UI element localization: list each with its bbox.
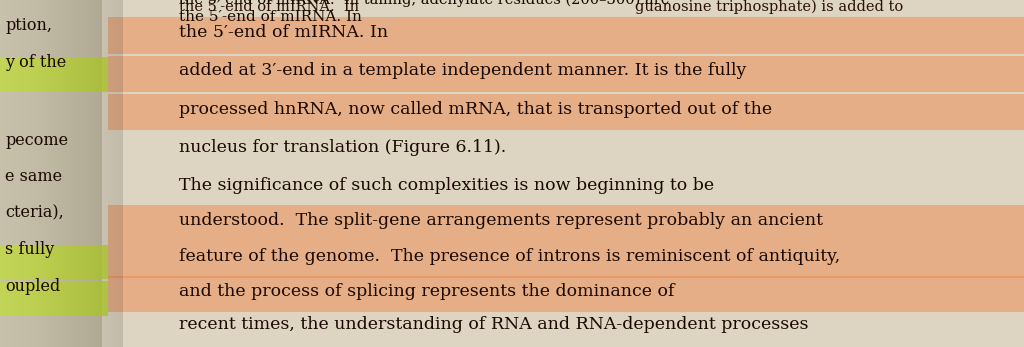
Text: oupled: oupled (5, 278, 60, 295)
Text: the 5′-end of mIRNA. In: the 5′-end of mIRNA. In (179, 10, 367, 24)
Text: cteria),: cteria), (5, 205, 63, 222)
Bar (108, 205, 1024, 241)
Bar (108, 17, 1024, 54)
Text: recent times, the understanding of RNA and RNA-dependent processes: recent times, the understanding of RNA a… (179, 316, 809, 333)
Text: s fully: s fully (5, 241, 54, 258)
Text: the 5′-end of mIRNA.  In tailing, adenylate residues (200–300) are: the 5′-end of mIRNA. In tailing, adenyla… (179, 0, 670, 7)
Text: the 5′-end of mIRNA. In: the 5′-end of mIRNA. In (179, 24, 394, 41)
Text: the 5′-end of mIRNA.  In: the 5′-end of mIRNA. In (179, 0, 364, 14)
Text: y of the: y of the (5, 54, 67, 71)
Bar (108, 94, 1024, 130)
Text: The significance of such complexities is now beginning to be: The significance of such complexities is… (179, 177, 715, 194)
Bar (0, 281, 108, 316)
Text: understood.  The split-gene arrangements represent probably an ancient: understood. The split-gene arrangements … (179, 212, 823, 229)
Bar (108, 56, 1024, 92)
Text: added at 3′-end in a template independent manner. It is the fully: added at 3′-end in a template independen… (179, 62, 746, 79)
Text: e same: e same (5, 168, 62, 185)
Bar (0, 57, 108, 92)
Text: ption,: ption, (5, 17, 52, 34)
Text: the 5′-end of mIRNA. In: the 5′-end of mIRNA. In (179, 10, 367, 24)
Text: processed hnRNA, now called mRNA, that is transported out of the: processed hnRNA, now called mRNA, that i… (179, 101, 772, 118)
Text: guanosine triphosphate) is added to: guanosine triphosphate) is added to (635, 0, 903, 14)
Bar (108, 276, 1024, 312)
Text: feature of the genome.  The presence of introns is reminiscent of antiquity,: feature of the genome. The presence of i… (179, 248, 841, 265)
Bar (108, 241, 1024, 278)
Bar (0, 245, 108, 279)
Text: nucleus for translation (Figure 6.11).: nucleus for translation (Figure 6.11). (179, 139, 507, 156)
Text: pecome: pecome (5, 132, 69, 149)
Bar (0, 0, 102, 347)
Text: and the process of splicing represents the dominance of: and the process of splicing represents t… (179, 283, 680, 300)
